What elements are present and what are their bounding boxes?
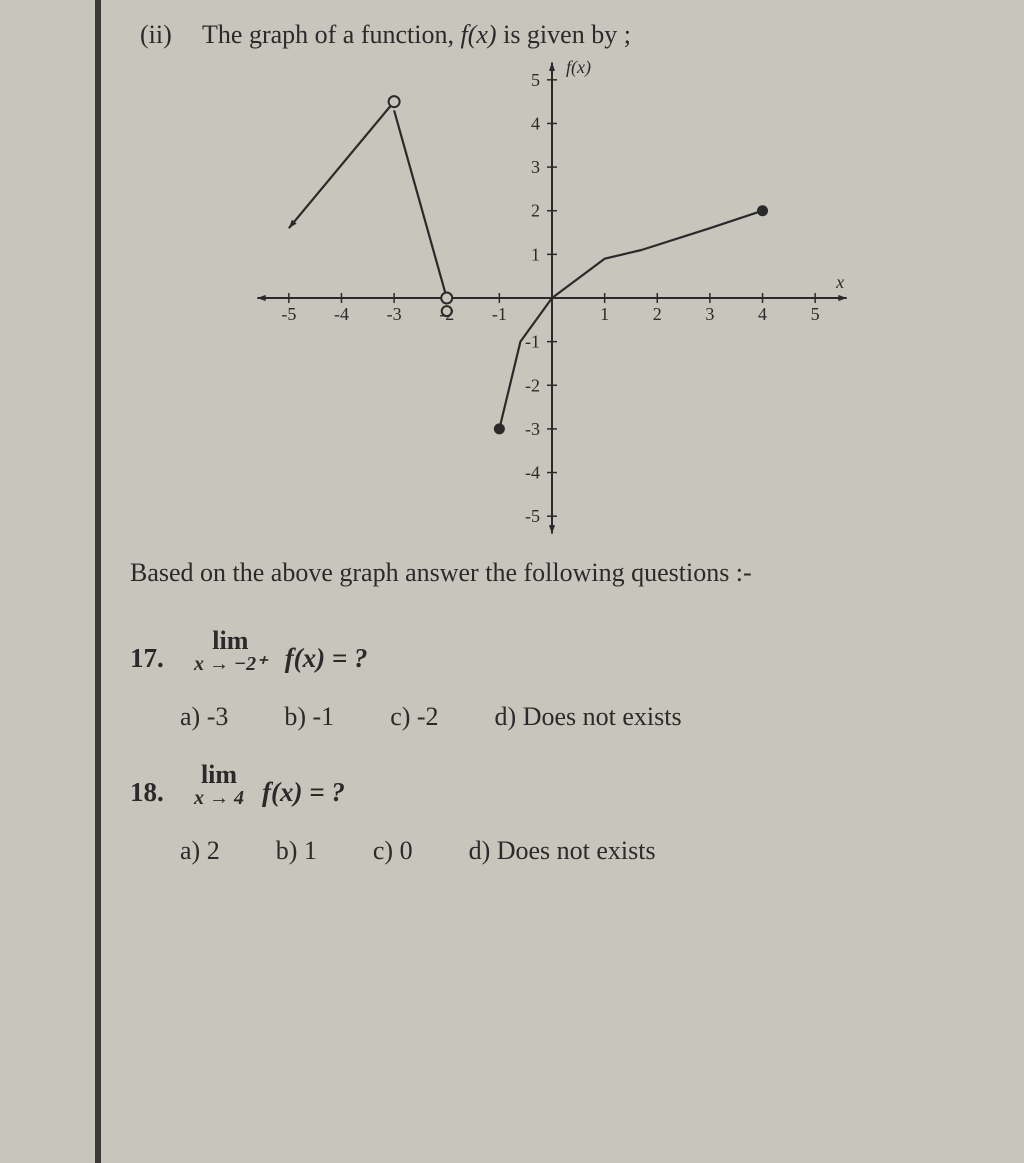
q18-lim-top: lim — [201, 762, 237, 788]
svg-text:f(x): f(x) — [566, 58, 591, 78]
q18-option-d: d) Does not exists — [469, 836, 656, 866]
svg-text:2: 2 — [531, 201, 540, 221]
svg-text:-5: -5 — [525, 506, 540, 526]
q17-head: 17. lim x → −2⁺ f(x) = ? — [130, 628, 974, 674]
svg-text:1: 1 — [600, 304, 609, 324]
svg-text:-4: -4 — [525, 463, 540, 483]
q18-limit: lim x → 4 — [194, 762, 244, 808]
intro-text-before: The graph of a function, — [202, 20, 460, 49]
q17-limit: lim x → −2⁺ — [194, 628, 267, 674]
intro-text-after: is given by ; — [503, 20, 631, 49]
svg-text:-3: -3 — [387, 304, 402, 324]
svg-text:4: 4 — [758, 304, 767, 324]
svg-text:-4: -4 — [334, 304, 349, 324]
svg-text:4: 4 — [531, 113, 540, 133]
intro-number: (ii) — [140, 20, 196, 50]
q17-lim-top: lim — [212, 628, 248, 654]
intro-line: (ii) The graph of a function, f(x) is gi… — [140, 20, 974, 50]
svg-text:2: 2 — [653, 304, 662, 324]
svg-text:-2: -2 — [525, 375, 540, 395]
svg-text:3: 3 — [531, 157, 540, 177]
q17-lim-bot: x → −2⁺ — [194, 654, 267, 674]
question-18: 18. lim x → 4 f(x) = ? a) 2 b) 1 c) 0 d)… — [130, 762, 974, 866]
q18-option-b: b) 1 — [276, 836, 317, 866]
page-content: (ii) The graph of a function, f(x) is gi… — [110, 0, 1004, 1163]
q17-number: 17. — [130, 643, 176, 674]
q17-option-c: c) -2 — [390, 702, 438, 732]
q18-lim-bot: x → 4 — [194, 788, 244, 808]
q18-eq: f(x) = ? — [262, 777, 345, 808]
svg-text:-1: -1 — [525, 332, 540, 352]
svg-text:x: x — [835, 272, 844, 292]
q18-options: a) 2 b) 1 c) 0 d) Does not exists — [180, 836, 974, 866]
page-left-rule — [95, 0, 101, 1163]
svg-text:-1: -1 — [492, 304, 507, 324]
function-graph: -5-4-3-2-112345-5-4-3-2-112345xf(x) — [252, 58, 852, 538]
q18-option-a: a) 2 — [180, 836, 220, 866]
based-text: Based on the above graph answer the foll… — [130, 558, 974, 588]
chart-svg: -5-4-3-2-112345-5-4-3-2-112345xf(x) — [252, 58, 852, 538]
svg-text:5: 5 — [531, 70, 540, 90]
q17-option-a: a) -3 — [180, 702, 228, 732]
svg-text:3: 3 — [705, 304, 714, 324]
svg-text:-5: -5 — [281, 304, 296, 324]
question-17: 17. lim x → −2⁺ f(x) = ? a) -3 b) -1 c) … — [130, 628, 974, 732]
q17-option-b: b) -1 — [284, 702, 334, 732]
q17-option-d: d) Does not exists — [495, 702, 682, 732]
q18-option-c: c) 0 — [373, 836, 413, 866]
q18-number: 18. — [130, 777, 176, 808]
q18-head: 18. lim x → 4 f(x) = ? — [130, 762, 974, 808]
intro-fx: f(x) — [461, 20, 497, 49]
svg-text:5: 5 — [811, 304, 820, 324]
q17-eq: f(x) = ? — [285, 643, 368, 674]
svg-text:-3: -3 — [525, 419, 540, 439]
svg-text:1: 1 — [531, 244, 540, 264]
q17-options: a) -3 b) -1 c) -2 d) Does not exists — [180, 702, 974, 732]
